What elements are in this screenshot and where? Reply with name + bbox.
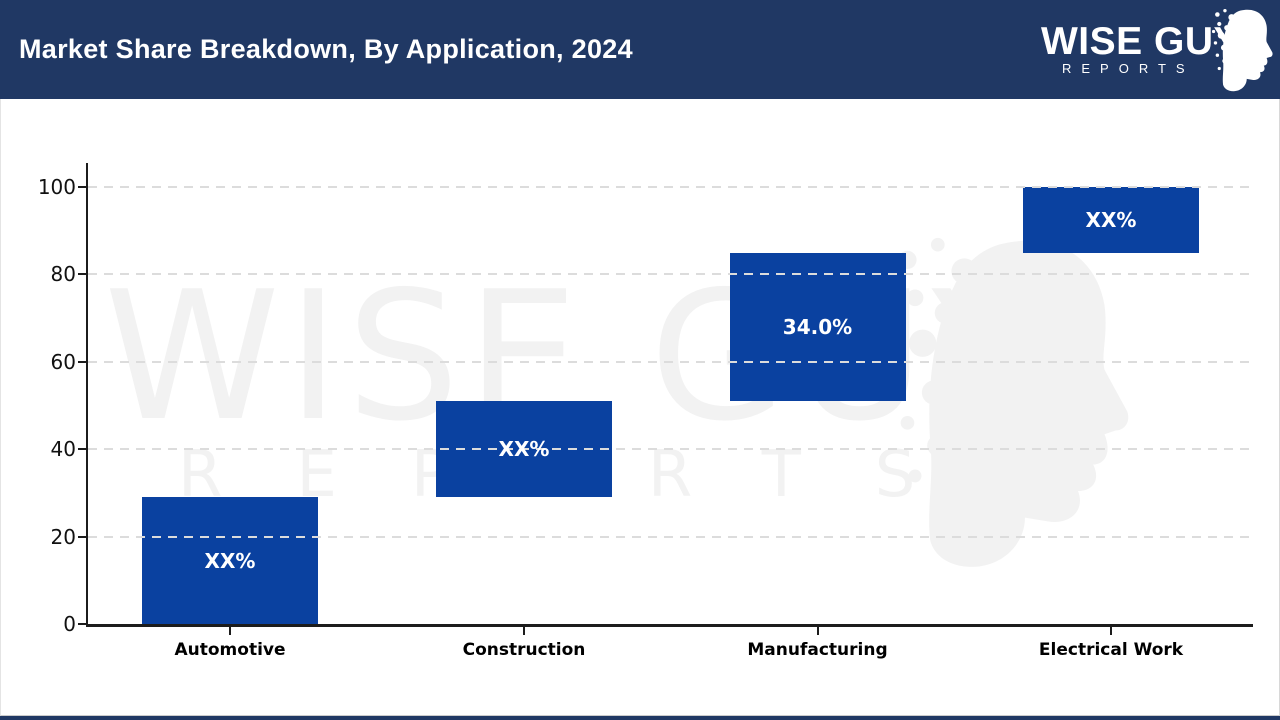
gridline-40 — [88, 448, 1253, 451]
bar-electrical-work — [1023, 187, 1199, 253]
gridline-60 — [88, 360, 1253, 363]
y-tick-label-20: 20 — [50, 524, 76, 549]
x-tick-electrical-work — [1110, 627, 1112, 635]
gridline-100 — [88, 186, 1253, 188]
x-tick-manufacturing — [816, 627, 819, 635]
x-tick-construction — [523, 627, 525, 635]
x-label-construction: Construction — [462, 640, 586, 660]
gridline-20 — [88, 535, 1253, 538]
brand-logo-primary: WISE GUY — [1041, 20, 1241, 63]
y-tick-40 — [78, 448, 87, 451]
page-title: Market Share Breakdown, By Application, … — [19, 34, 633, 64]
bar-label-manufacturing: 34.0% — [782, 314, 853, 339]
bar-automotive — [142, 497, 318, 624]
header: Market Share Breakdown, By Application, … — [0, 0, 1280, 99]
y-axis-line — [86, 163, 88, 626]
y-tick-label-0: 0 — [63, 612, 76, 636]
x-axis-line — [86, 624, 1253, 627]
bar-manufacturing — [729, 252, 906, 402]
y-tick-label-40: 40 — [50, 437, 76, 462]
wiseguy-face-icon — [1206, 5, 1278, 95]
y-tick-0 — [78, 623, 87, 625]
brand-logo-secondary: REPORTS — [1062, 61, 1195, 76]
y-tick-label-60: 60 — [50, 349, 76, 374]
bar-label-electrical-work: XX% — [1085, 207, 1137, 232]
x-label-manufacturing: Manufacturing — [747, 640, 888, 660]
y-tick-20 — [78, 535, 87, 538]
x-tick-automotive — [229, 627, 231, 635]
gridline-80 — [88, 273, 1253, 276]
x-label-electrical-work: Electrical Work — [1038, 640, 1184, 660]
y-tick-label-100: 100 — [37, 175, 76, 199]
y-tick-60 — [78, 360, 87, 363]
footer-bar — [0, 716, 1280, 720]
x-label-automotive: Automotive — [174, 640, 286, 660]
bar-label-construction: XX% — [498, 437, 550, 462]
bar-label-automotive: XX% — [204, 548, 256, 573]
y-tick-100 — [78, 186, 87, 188]
y-tick-80 — [78, 273, 87, 276]
y-tick-label-80: 80 — [50, 262, 76, 287]
